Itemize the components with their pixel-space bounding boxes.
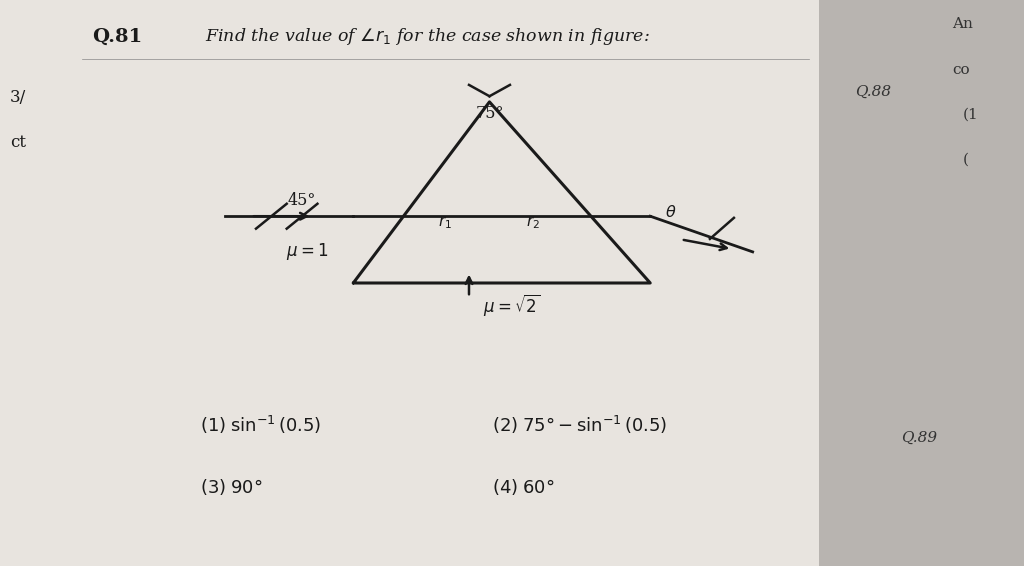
Text: (1: (1 [963,108,978,122]
Bar [819,0,1024,566]
Text: $\theta$: $\theta$ [665,204,677,221]
Text: Q.89: Q.89 [901,431,937,444]
Text: 75°: 75° [475,105,504,122]
Text: $r_1$: $r_1$ [438,214,453,231]
Text: $(2)\;75° - \sin^{-1}(0.5)$: $(2)\;75° - \sin^{-1}(0.5)$ [492,413,667,436]
Text: $(4)\;60°$: $(4)\;60°$ [492,477,554,497]
Text: $\mu = 1$: $\mu = 1$ [286,241,329,263]
Text: Q.88: Q.88 [855,85,891,99]
Text: An: An [952,18,973,31]
Text: Q.81: Q.81 [92,28,142,46]
Text: (: ( [963,153,969,167]
Text: $(1)\;\sin^{-1}(0.5)$: $(1)\;\sin^{-1}(0.5)$ [200,413,322,436]
Bar [0,0,819,566]
Text: $\mu = \sqrt{2}$: $\mu = \sqrt{2}$ [483,291,541,318]
Text: $(3)\;90°$: $(3)\;90°$ [200,477,262,497]
Text: 3/: 3/ [10,89,27,106]
Text: co: co [952,63,970,76]
Text: Find the value of $\angle r_1$ for the case shown in figure:: Find the value of $\angle r_1$ for the c… [205,26,649,48]
Text: ct: ct [10,134,27,151]
Text: $r_2$: $r_2$ [525,214,540,231]
Text: 45°: 45° [288,192,316,209]
